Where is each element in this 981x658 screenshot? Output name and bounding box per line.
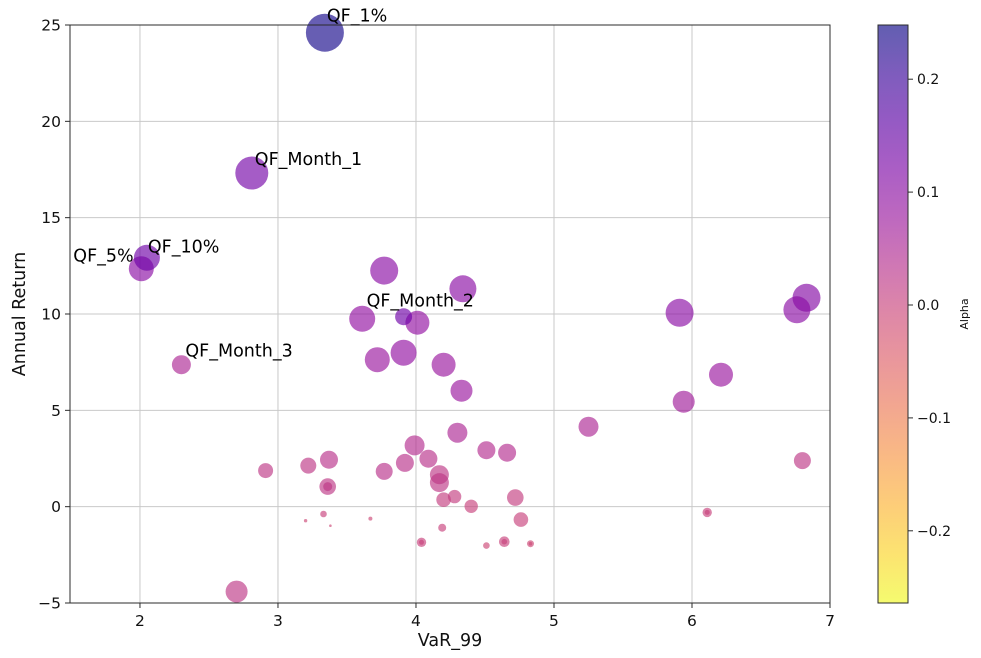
x-tick-label: 3: [273, 612, 283, 630]
bubble: [375, 462, 393, 480]
y-tick-label: 0: [51, 498, 61, 516]
bubble: [665, 298, 694, 327]
bubble: [578, 416, 599, 437]
bubble: [364, 347, 390, 373]
bubble: [404, 435, 425, 456]
point-label: QF_Month_2: [367, 292, 474, 312]
bubble: [447, 489, 462, 504]
bubble: [419, 539, 424, 545]
bubble: [303, 519, 308, 523]
bubble: [390, 339, 417, 366]
bubble: [171, 355, 191, 375]
bubble: [672, 390, 695, 413]
point-label: QF_Month_3: [185, 342, 292, 362]
bubble: [323, 482, 333, 492]
y-tick-label: 25: [41, 17, 61, 35]
bubble: [498, 443, 517, 462]
colorbar-tick-label: 0.0: [917, 298, 939, 314]
bubble: [258, 463, 274, 479]
colorbar-tick-label: −0.1: [917, 411, 951, 427]
bubble: [368, 516, 373, 521]
bubble: [429, 473, 449, 493]
bubble: [449, 275, 477, 303]
bubble: [436, 492, 451, 508]
bubble: [477, 441, 496, 460]
point-label: QF_Month_1: [255, 150, 362, 170]
bubble: [305, 13, 344, 52]
bubble: [395, 453, 414, 472]
bubble: [501, 538, 508, 545]
bubble: [349, 305, 376, 332]
bubble: [419, 449, 438, 468]
colorbar-gradient: [878, 25, 908, 603]
y-tick-label: 15: [41, 209, 61, 227]
bubble: [709, 362, 733, 387]
y-axis-label: Annual Return: [10, 252, 30, 376]
bubble: [507, 489, 524, 506]
bubble: [438, 523, 447, 532]
bubble: [513, 512, 529, 527]
bubble: [447, 422, 468, 443]
bubble: [329, 524, 332, 527]
x-tick-label: 6: [687, 612, 697, 630]
bubble: [133, 244, 160, 271]
bubble: [320, 450, 338, 469]
bubble: [464, 499, 478, 513]
bubble: [235, 156, 269, 190]
point-label: QF_5%: [73, 247, 133, 267]
bubble: [431, 352, 456, 377]
y-tick-label: 20: [41, 113, 61, 131]
x-tick-label: 5: [549, 612, 559, 630]
colorbar-tick-label: −0.2: [917, 524, 951, 540]
x-axis-label: VaR_99: [418, 631, 483, 651]
bubble: [783, 296, 811, 324]
bubble: [225, 580, 248, 603]
colorbar-label: Alpha: [958, 298, 971, 329]
colorbar-tick-label: 0.1: [917, 185, 939, 201]
bubble: [320, 510, 327, 518]
bubble: [704, 509, 710, 515]
y-tick-label: −5: [38, 595, 61, 613]
y-tick-label: 5: [51, 402, 61, 420]
y-tick-label: 10: [41, 306, 61, 324]
bubble: [300, 457, 317, 474]
bubble: [370, 256, 399, 285]
bubble: [395, 308, 413, 326]
bubble: [528, 541, 533, 546]
bubble: [793, 452, 811, 470]
x-tick-label: 2: [135, 612, 145, 630]
bubble: [450, 379, 473, 402]
colorbar-tick-label: 0.2: [917, 72, 939, 88]
colorbar-border: [877, 24, 909, 604]
x-tick-label: 7: [825, 612, 835, 630]
point-label: QF_10%: [148, 238, 220, 258]
point-label: QF_1%: [327, 7, 387, 27]
x-tick-label: 4: [411, 612, 421, 630]
bubble: [483, 542, 490, 549]
